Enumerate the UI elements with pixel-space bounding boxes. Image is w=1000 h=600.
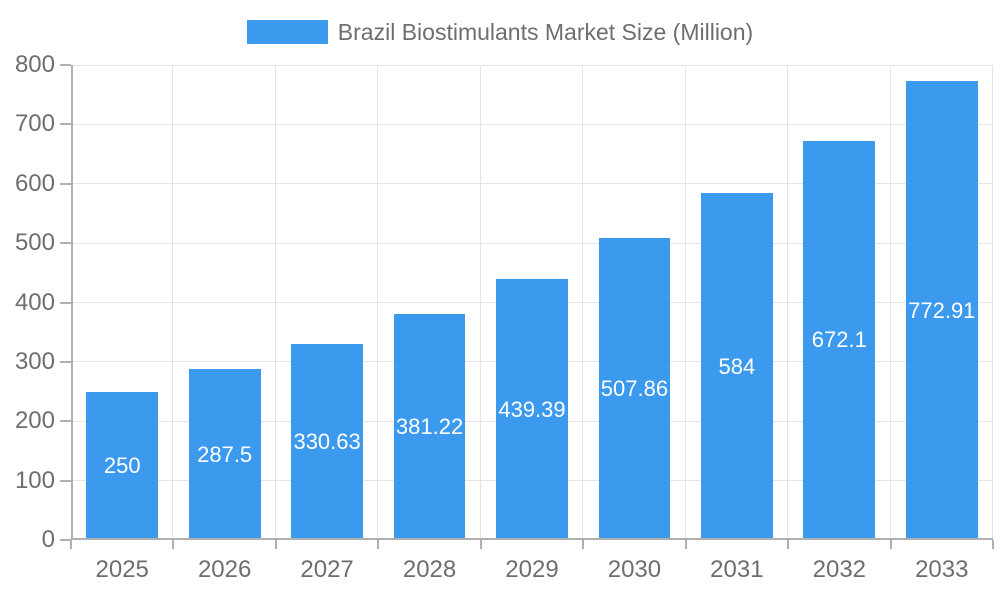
gridline-vertical — [274, 65, 276, 540]
y-axis-tick — [60, 64, 71, 66]
x-tick-label: 2029 — [505, 556, 559, 583]
x-axis-tick — [889, 540, 892, 549]
y-axis-tick — [60, 123, 71, 126]
x-tick-label: 2026 — [197, 556, 252, 583]
legend-item[interactable]: Brazil Biostimulants Market Size (Millio… — [246, 18, 754, 46]
bar-value-label: 672.1 — [811, 327, 867, 353]
x-axis-tick — [377, 540, 380, 549]
y-axis-tick — [60, 539, 71, 541]
y-axis-tick — [60, 301, 71, 304]
x-axis-tick — [582, 540, 585, 549]
bar-value-label: 584 — [718, 353, 756, 379]
plot-area: 0 100 200 300 400 500 600 700 800 250 2025 287.5 202… — [15, 51, 994, 583]
gridline-vertical — [479, 65, 481, 540]
x-tick-label: 2031 — [710, 556, 764, 583]
y-tick-label: 700 — [14, 110, 55, 138]
bar-value-label: 381.22 — [395, 413, 464, 439]
y-axis-tick — [60, 479, 71, 482]
gridline-vertical — [377, 65, 379, 540]
y-axis-tick — [60, 242, 71, 245]
x-tick-label: 2032 — [812, 556, 867, 583]
gridline-horizontal — [71, 183, 993, 185]
bar: 672.1 — [803, 140, 876, 540]
gridline-vertical — [889, 65, 891, 540]
gridline-vertical — [172, 65, 174, 540]
gridline-vertical — [684, 65, 686, 540]
bar-value-label: 287.5 — [197, 441, 253, 467]
y-axis-line — [71, 65, 73, 540]
x-tick-label: 2025 — [95, 556, 149, 583]
y-axis-tick — [60, 360, 71, 363]
gridline-horizontal — [71, 242, 993, 244]
gridline-horizontal — [71, 123, 993, 125]
bar-value-label: 250 — [103, 452, 141, 478]
gridline-horizontal — [71, 64, 993, 66]
legend-label: Brazil Biostimulants Market Size (Millio… — [337, 19, 754, 45]
y-tick-label: 800 — [14, 51, 55, 78]
bar-value-label: 772.91 — [908, 297, 976, 323]
x-axis-line — [71, 538, 993, 540]
x-axis-tick — [70, 540, 72, 549]
gridline-vertical — [787, 65, 789, 540]
y-axis-tick — [60, 420, 71, 423]
bar: 250 — [86, 391, 159, 540]
x-tick-label: 2028 — [402, 556, 457, 583]
gridline-vertical — [992, 65, 993, 540]
bar-value-label: 507.86 — [600, 376, 669, 402]
bar: 330.63 — [291, 343, 363, 540]
bar: 772.91 — [905, 81, 978, 540]
y-axis-tick — [60, 182, 71, 185]
y-tick-label: 100 — [14, 466, 55, 494]
bar-value-label: 439.39 — [498, 396, 566, 422]
x-axis-tick — [684, 540, 687, 549]
bar: 381.22 — [393, 313, 466, 540]
x-tick-label: 2027 — [300, 556, 354, 583]
legend-swatch — [246, 20, 328, 44]
y-tick-label: 500 — [14, 229, 55, 257]
bar: 507.86 — [598, 238, 671, 540]
x-axis-tick — [172, 540, 175, 549]
bar: 584 — [701, 193, 773, 540]
x-axis-tick — [274, 540, 277, 549]
x-axis-tick — [787, 540, 790, 549]
bar-value-label: 330.63 — [293, 428, 361, 454]
x-axis-tick — [992, 540, 994, 549]
gridline-vertical — [582, 65, 584, 540]
y-tick-label: 0 — [41, 526, 55, 553]
bar: 287.5 — [188, 369, 261, 540]
x-axis-tick — [479, 540, 482, 549]
y-tick-label: 600 — [14, 169, 55, 197]
x-tick-label: 2033 — [915, 556, 969, 583]
y-tick-label: 200 — [14, 407, 55, 435]
y-tick-label: 400 — [14, 288, 55, 316]
y-tick-label: 300 — [14, 347, 55, 375]
legend: Brazil Biostimulants Market Size (Millio… — [0, 18, 1000, 46]
x-tick-label: 2030 — [607, 556, 662, 583]
bar: 439.39 — [496, 279, 568, 540]
